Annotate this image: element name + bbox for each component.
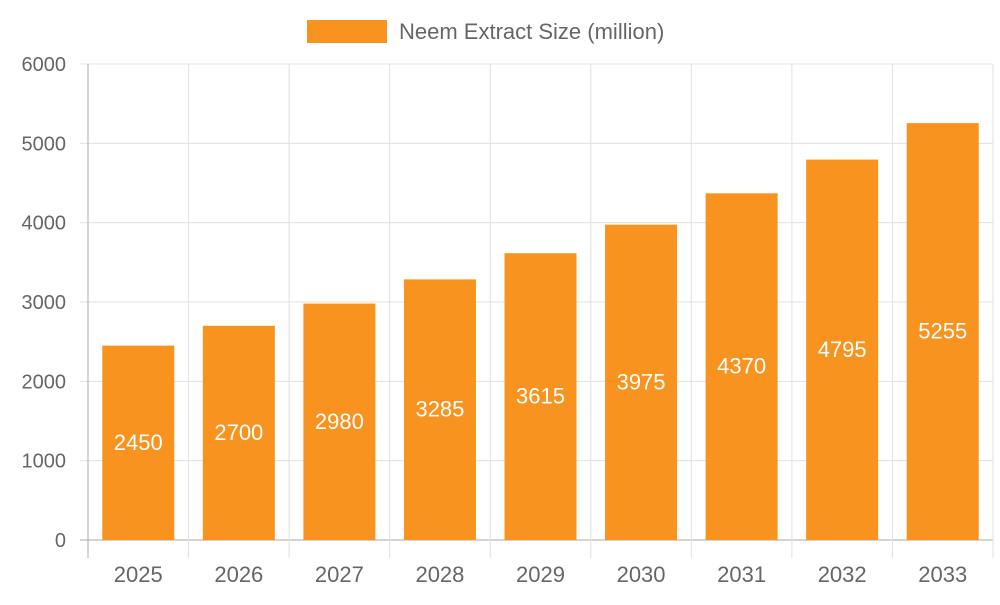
bar	[605, 224, 678, 540]
x-tick-label: 2032	[818, 562, 867, 587]
x-tick-label: 2026	[214, 562, 263, 587]
y-tick-label: 1000	[22, 451, 67, 473]
x-tick-label: 2033	[918, 562, 967, 587]
y-tick-label: 6000	[22, 54, 67, 76]
x-tick-label: 2025	[114, 562, 163, 587]
data-label: 4795	[818, 337, 867, 362]
y-tick-label: 2000	[22, 371, 67, 393]
legend[interactable]: Neem Extract Size (million)	[307, 19, 664, 44]
bar	[806, 159, 879, 540]
x-tick-label: 2027	[315, 562, 364, 587]
data-label: 4370	[717, 354, 766, 379]
bar	[504, 253, 577, 540]
data-label: 3615	[516, 384, 565, 409]
bar	[906, 123, 979, 540]
bar	[303, 303, 376, 540]
grid	[80, 63, 994, 558]
legend-swatch	[307, 20, 387, 43]
data-label: 2700	[214, 420, 263, 445]
bar	[202, 325, 275, 540]
bar	[102, 345, 175, 540]
y-tick-label: 5000	[22, 133, 67, 155]
y-tick-label: 4000	[22, 213, 67, 235]
legend-label: Neem Extract Size (million)	[399, 19, 664, 44]
data-label: 5255	[918, 319, 967, 344]
data-label: 2450	[114, 430, 163, 455]
bar	[403, 279, 476, 540]
x-tick-label: 2028	[415, 562, 464, 587]
bars: 2450 2700 2980 3285 3615 3975 4370 4795 5255	[102, 123, 979, 540]
axes: 0 1000 2000 3000 4000 5000 6000 2025 2026 2027 202…	[22, 54, 968, 587]
data-label: 3285	[415, 397, 464, 422]
bar	[705, 193, 778, 540]
y-tick-label: 3000	[22, 292, 67, 314]
x-tick-label: 2030	[617, 562, 666, 587]
data-label: 3975	[617, 369, 666, 394]
x-tick-label: 2031	[717, 562, 766, 587]
data-label: 2980	[315, 409, 364, 434]
x-tick-label: 2029	[516, 562, 565, 587]
y-tick-label: 0	[55, 530, 66, 552]
